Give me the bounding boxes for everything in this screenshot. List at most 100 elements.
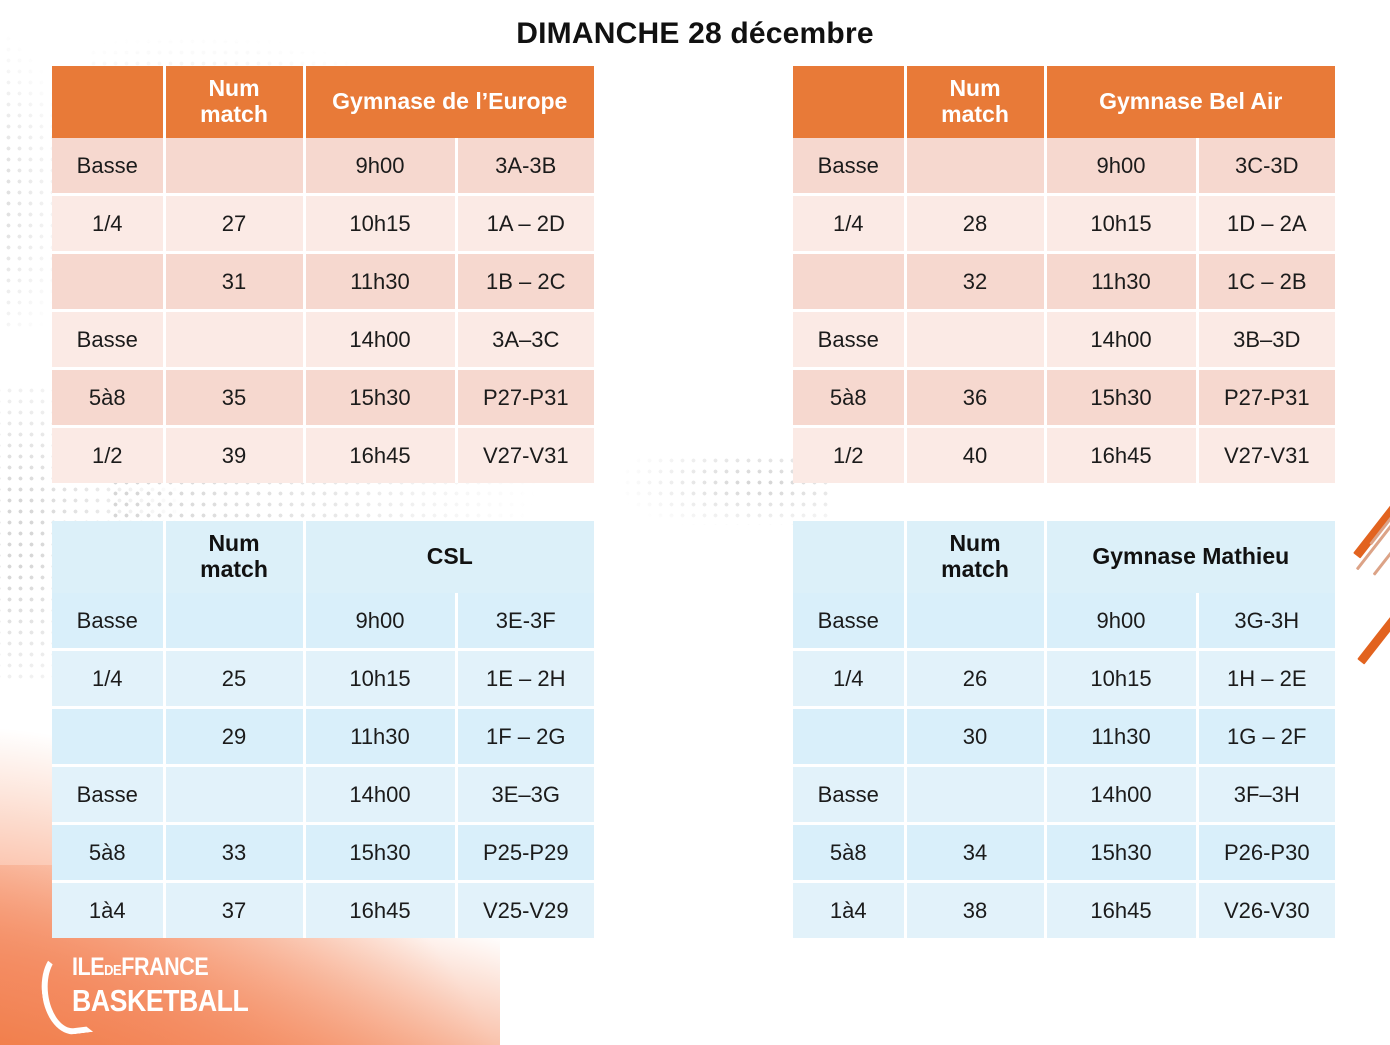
header-venue: Gymnase de l’Europe [304,66,594,138]
cell-time: 14h00 [1045,765,1199,825]
cell-time: 14h00 [304,765,458,825]
table-row: 1à4 37 16h45 V25-V29 [52,881,594,938]
cell-num-match [164,765,306,825]
cell-num-match [164,310,306,370]
cell-matchup: 3A-3B [456,138,594,196]
header-num-match-line2: match [941,556,1009,582]
cell-time: 11h30 [1045,252,1199,312]
cell-phase: Basse [793,765,907,825]
table-header-row: Num match Gymnase de l’Europe [52,66,594,138]
cell-phase: 1/2 [52,426,166,483]
table-row: Basse 9h00 3A-3B [52,138,594,196]
cell-phase: 1/4 [793,649,907,709]
cell-matchup: P25-P29 [456,823,594,883]
cell-time: 15h30 [304,368,458,428]
cell-num-match: 39 [164,426,306,483]
logo-france: FRANCE [121,953,209,981]
cell-num-match: 37 [164,881,306,938]
slash-decoration-4 [1372,517,1390,576]
cell-matchup: 1B – 2C [456,252,594,312]
cell-matchup: 3A–3C [456,310,594,370]
header-venue: CSL [304,521,594,593]
cell-matchup: 3E-3F [456,593,594,651]
cell-matchup: 3C-3D [1197,138,1335,196]
cell-phase: 5à8 [52,368,166,428]
cell-matchup: V27-V31 [456,426,594,483]
slash-decoration-2 [1355,486,1390,571]
cell-time: 10h15 [304,194,458,254]
cell-time: 11h30 [304,252,458,312]
table-header-row: Num match Gymnase Mathieu [793,521,1335,593]
cell-time: 14h00 [304,310,458,370]
table-row: 30 11h30 1G – 2F [793,707,1335,767]
header-num-match-line2: match [200,556,268,582]
cell-num-match: 34 [905,823,1047,883]
header-num-match-line2: match [200,101,268,127]
cell-matchup: P27-P31 [456,368,594,428]
table-row: Basse 9h00 3G-3H [793,593,1335,651]
cell-time: 16h45 [1045,426,1199,483]
logo-line-1: ILEDEFRANCE [72,953,209,982]
table-row: Basse 14h00 3A–3C [52,310,594,370]
cell-time: 10h15 [304,649,458,709]
cell-phase: Basse [793,310,907,370]
cell-matchup: V25-V29 [456,881,594,938]
cell-num-match: 35 [164,368,306,428]
cell-matchup: 1G – 2F [1197,707,1335,767]
schedule-table-mathieu: Num match Gymnase Mathieu Basse 9h00 3G-3H 1… [793,521,1335,938]
logo-de: DE [104,962,122,979]
cell-matchup: 3B–3D [1197,310,1335,370]
cell-time: 15h30 [1045,823,1199,883]
cell-num-match: 32 [905,252,1047,312]
header-phase [793,521,907,593]
cell-num-match: 26 [905,649,1047,709]
header-num-match-line1: Num [949,75,1001,102]
cell-matchup: 1E – 2H [456,649,594,709]
header-num-match: Num match [164,521,306,593]
cell-phase: 1/4 [793,194,907,254]
cell-time: 11h30 [1045,707,1199,767]
table-row: 1/4 25 10h15 1E – 2H [52,649,594,709]
cell-phase: 1/4 [52,649,166,709]
cell-num-match: 29 [164,707,306,767]
header-venue: Gymnase Bel Air [1045,66,1335,138]
header-num-match: Num match [164,66,306,138]
cell-time: 9h00 [1045,138,1199,196]
cell-matchup: 1D – 2A [1197,194,1335,254]
cell-time: 15h30 [1045,368,1199,428]
cell-num-match: 40 [905,426,1047,483]
table-row: Basse 14h00 3F–3H [793,765,1335,825]
table-row: 1/4 27 10h15 1A – 2D [52,194,594,254]
cell-time: 16h45 [304,426,458,483]
cell-phase: Basse [52,310,166,370]
table-row: Basse 9h00 3C-3D [793,138,1335,196]
cell-num-match: 33 [164,823,306,883]
cell-num-match: 28 [905,194,1047,254]
cell-matchup: V27-V31 [1197,426,1335,483]
page-title: DIMANCHE 28 décembre [516,17,874,50]
cell-num-match [905,593,1047,651]
ile-de-france-basketball-logo: ILEDEFRANCE BASKETBALL [36,946,249,1038]
cell-time: 9h00 [304,138,458,196]
table-row: 1à4 38 16h45 V26-V30 [793,881,1335,938]
table-row: Basse 14h00 3B–3D [793,310,1335,370]
table-row: 31 11h30 1B – 2C [52,252,594,312]
header-phase [52,66,166,138]
cell-phase: Basse [52,593,166,651]
cell-num-match [905,310,1047,370]
header-num-match: Num match [905,66,1047,138]
cell-matchup: 3G-3H [1197,593,1335,651]
cell-phase: 1à4 [52,881,166,938]
header-phase [52,521,166,593]
table-row: 5à8 35 15h30 P27-P31 [52,368,594,428]
cell-num-match: 25 [164,649,306,709]
slash-decoration-5 [1357,594,1390,665]
cell-phase [793,707,907,767]
cell-phase: 1/4 [52,194,166,254]
cell-phase [793,252,907,312]
cell-num-match [905,765,1047,825]
cell-phase: Basse [793,138,907,196]
table-body: Basse 9h00 3G-3H 1/4 26 10h15 1H – 2E 30 11h30 1G… [793,593,1335,938]
cell-num-match [164,593,306,651]
table-row: Basse 14h00 3E–3G [52,765,594,825]
